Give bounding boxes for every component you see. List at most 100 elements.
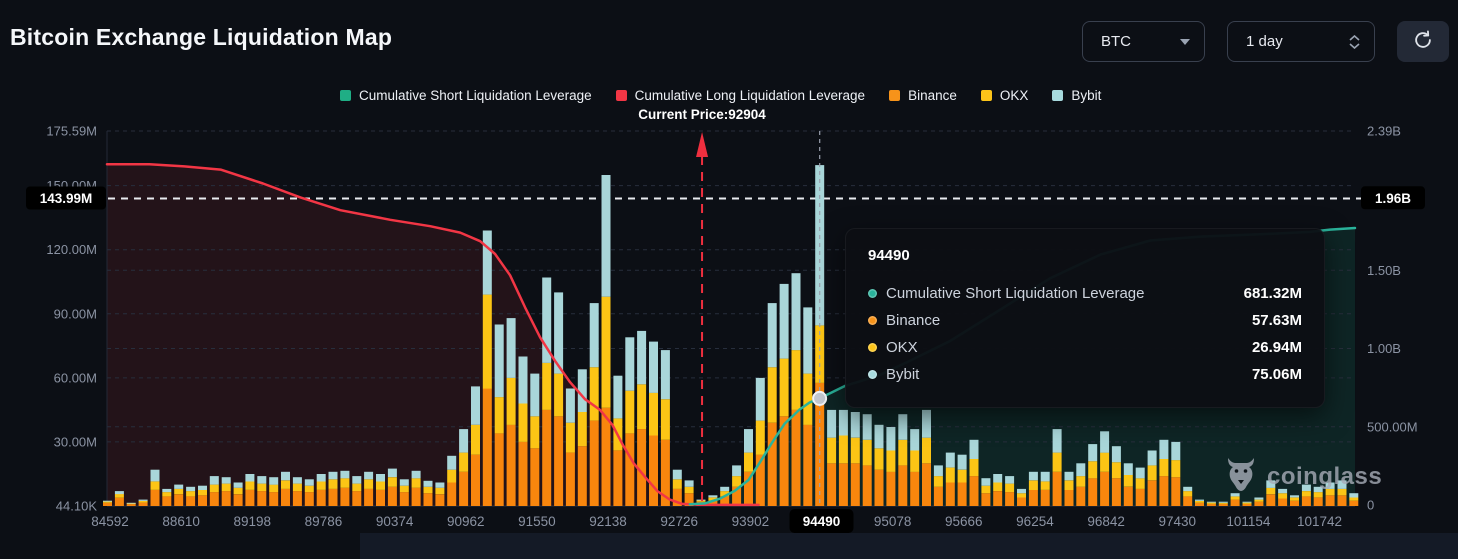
bar[interactable] [862,414,872,506]
bar[interactable] [720,486,730,506]
bar[interactable] [269,477,279,506]
bar[interactable] [886,427,896,506]
bar[interactable] [1254,497,1264,507]
bar[interactable] [1064,471,1074,506]
bar[interactable] [494,324,504,507]
symbol-dropdown[interactable]: BTC [1082,21,1205,62]
legend-item-cumulative-long-liquidation-leverage[interactable]: Cumulative Long Liquidation Leverage [615,88,865,103]
bar[interactable] [577,369,587,506]
legend-item-cumulative-short-liquidation-leverage[interactable]: Cumulative Short Liquidation Leverage [340,88,592,103]
bar[interactable] [1183,486,1193,506]
bar[interactable] [922,409,931,506]
bar[interactable] [957,454,967,506]
bar[interactable] [625,337,635,506]
bar[interactable] [779,283,789,506]
bar[interactable] [316,474,326,506]
bar[interactable] [518,356,528,507]
bar[interactable] [281,471,290,506]
bar[interactable] [1349,493,1359,506]
bar[interactable] [186,486,196,506]
bar[interactable] [1017,488,1026,506]
bar[interactable] [1088,444,1098,506]
bar[interactable] [126,502,136,506]
bar[interactable] [459,429,469,506]
bar[interactable] [399,479,409,506]
bar[interactable] [838,409,848,506]
bar[interactable] [732,465,742,506]
bar[interactable] [209,476,219,506]
bar[interactable] [411,470,421,506]
bar[interactable] [554,292,564,506]
bar[interactable] [791,273,801,506]
bar[interactable] [138,499,148,506]
bar[interactable] [304,479,314,506]
bar[interactable] [352,476,362,506]
bar[interactable] [1159,439,1169,506]
bar[interactable] [601,175,611,506]
bar[interactable] [114,491,124,506]
bar[interactable] [257,476,267,506]
bar[interactable] [1325,482,1335,507]
bar[interactable] [233,482,243,507]
bar[interactable] [1266,480,1276,506]
bar[interactable] [387,468,397,506]
bar[interactable] [969,439,979,506]
bar[interactable] [1278,488,1288,506]
bar[interactable] [162,488,172,506]
bar[interactable] [530,373,540,506]
bar[interactable] [376,474,385,506]
bar[interactable] [755,377,765,506]
bar[interactable] [910,429,920,506]
bar[interactable] [993,474,1003,506]
bar[interactable] [1135,467,1145,506]
bar[interactable] [1206,501,1216,506]
bar[interactable] [1040,471,1050,506]
bar[interactable] [1313,486,1323,506]
bar[interactable] [981,478,991,506]
interval-select[interactable]: 1 day [1227,21,1375,62]
bar[interactable] [1171,441,1181,506]
bar[interactable] [803,307,813,506]
bar[interactable] [174,484,184,506]
bar[interactable] [1005,476,1015,506]
bar[interactable] [898,414,908,506]
bar[interactable] [103,500,112,506]
bar[interactable] [471,386,480,506]
bar[interactable] [1052,429,1062,506]
bar[interactable] [945,452,955,506]
bar[interactable] [506,318,516,506]
bar[interactable] [292,477,302,506]
bar[interactable] [649,341,658,506]
bar[interactable] [1195,499,1204,506]
legend-item-okx[interactable]: OKX [980,88,1028,103]
bar[interactable] [589,303,599,506]
bar[interactable] [1147,450,1157,507]
bar[interactable] [933,465,943,506]
bar[interactable] [482,230,492,507]
bar[interactable] [684,480,694,506]
bar[interactable] [1111,446,1121,506]
bar[interactable] [1076,463,1086,506]
bar[interactable] [364,471,374,506]
bar[interactable] [328,471,338,506]
bar[interactable] [1028,471,1038,506]
bar[interactable] [542,277,552,507]
bar[interactable] [447,455,457,506]
bar[interactable] [1290,495,1299,506]
bar[interactable] [1230,493,1240,506]
legend-item-binance[interactable]: Binance [889,88,957,103]
legend-item-bybit[interactable]: Bybit [1052,88,1101,103]
bar[interactable] [565,388,575,507]
bar[interactable] [660,350,670,506]
bar[interactable] [1337,480,1347,506]
bar[interactable] [672,469,682,506]
bar[interactable] [198,485,207,506]
bar[interactable] [245,474,255,506]
refresh-button[interactable] [1397,21,1449,62]
zoom-pan-strip[interactable] [360,533,1458,559]
bar[interactable] [340,470,350,506]
bar[interactable] [150,469,160,506]
bar[interactable] [221,477,231,506]
bar[interactable] [423,480,433,506]
